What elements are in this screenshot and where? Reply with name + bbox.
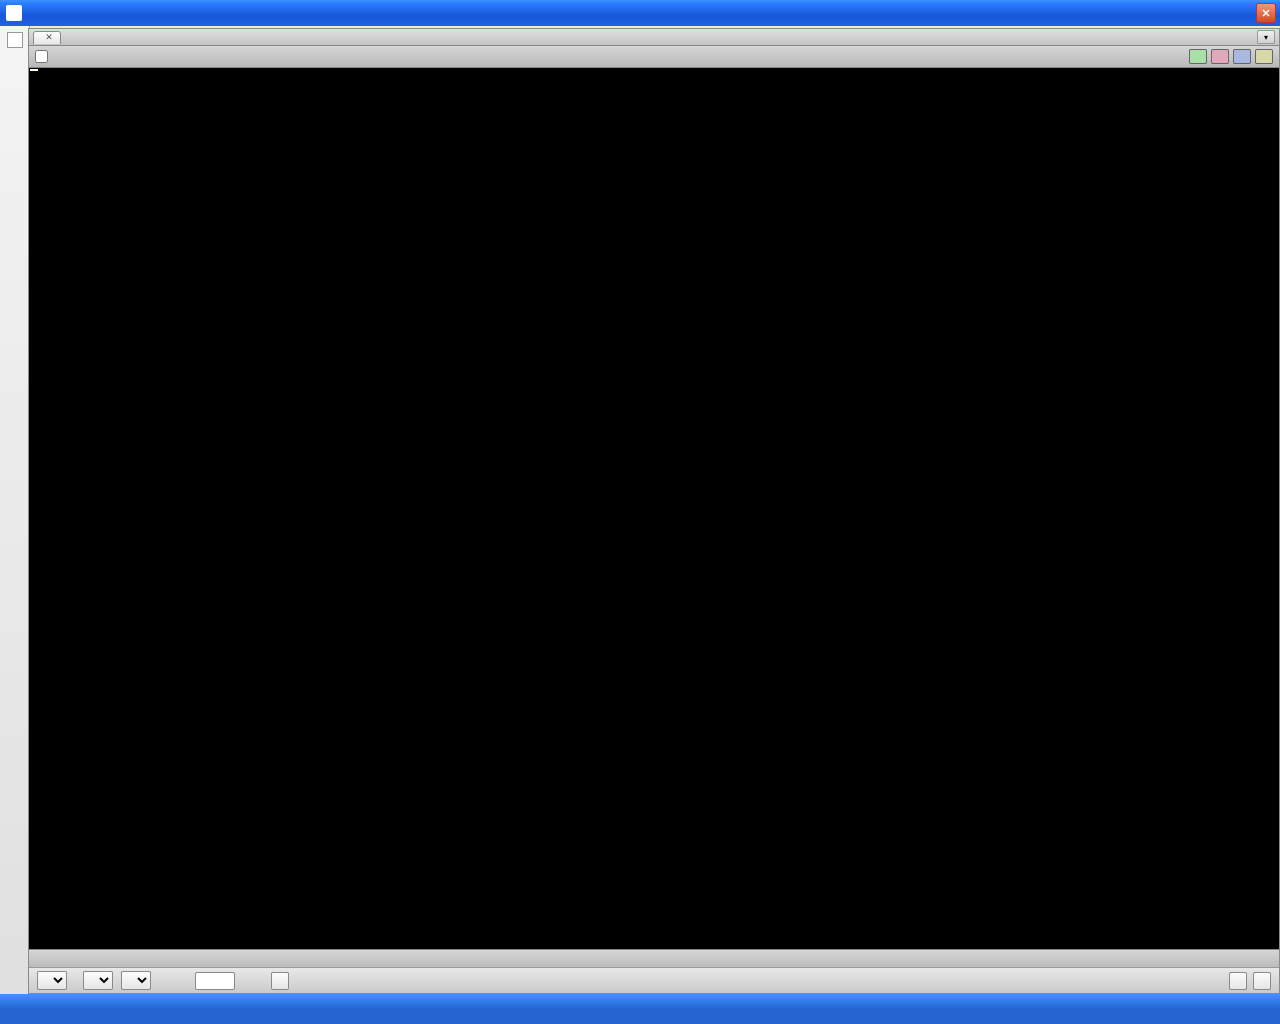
hold-button-2[interactable] [1211,49,1229,64]
spectrum-canvas[interactable] [29,68,329,218]
view-options-bar [29,46,1279,68]
bg-toolbar-icon [7,32,23,48]
hold-button-3[interactable] [1233,49,1251,64]
windows-taskbar[interactable] [0,994,1280,1024]
window-titlebar: ✕ [0,0,1280,26]
frequency-analysis-panel: ✕ ▾ [28,28,1280,994]
advanced-button[interactable] [1253,972,1271,990]
reference-input[interactable] [195,972,235,990]
controls-row [29,967,1279,993]
linear-view-input[interactable] [35,50,48,63]
hold-button-4[interactable] [1255,49,1273,64]
copy-clipboard-button[interactable] [271,972,289,990]
app-icon [6,5,22,21]
spectrum-plot-area[interactable] [29,68,1279,949]
tab-frequency-analysis[interactable]: ✕ [33,31,61,44]
tab-row: ✕ ▾ [29,29,1279,46]
tab-close-icon[interactable]: ✕ [44,33,54,43]
background-window-sliver [0,26,30,994]
area-mode-select[interactable] [37,971,67,990]
hold-buttons-group [1185,49,1273,64]
panel-menu-button[interactable]: ▾ [1257,30,1275,44]
window-close-button[interactable]: ✕ [1256,3,1276,23]
fft-size-select[interactable] [83,971,113,990]
window-function-select[interactable] [121,971,151,990]
cursor-status-row [29,949,1279,967]
linear-view-checkbox[interactable] [35,50,52,63]
scan-selection-button[interactable] [1229,972,1247,990]
hold-button-1[interactable] [1189,49,1207,64]
